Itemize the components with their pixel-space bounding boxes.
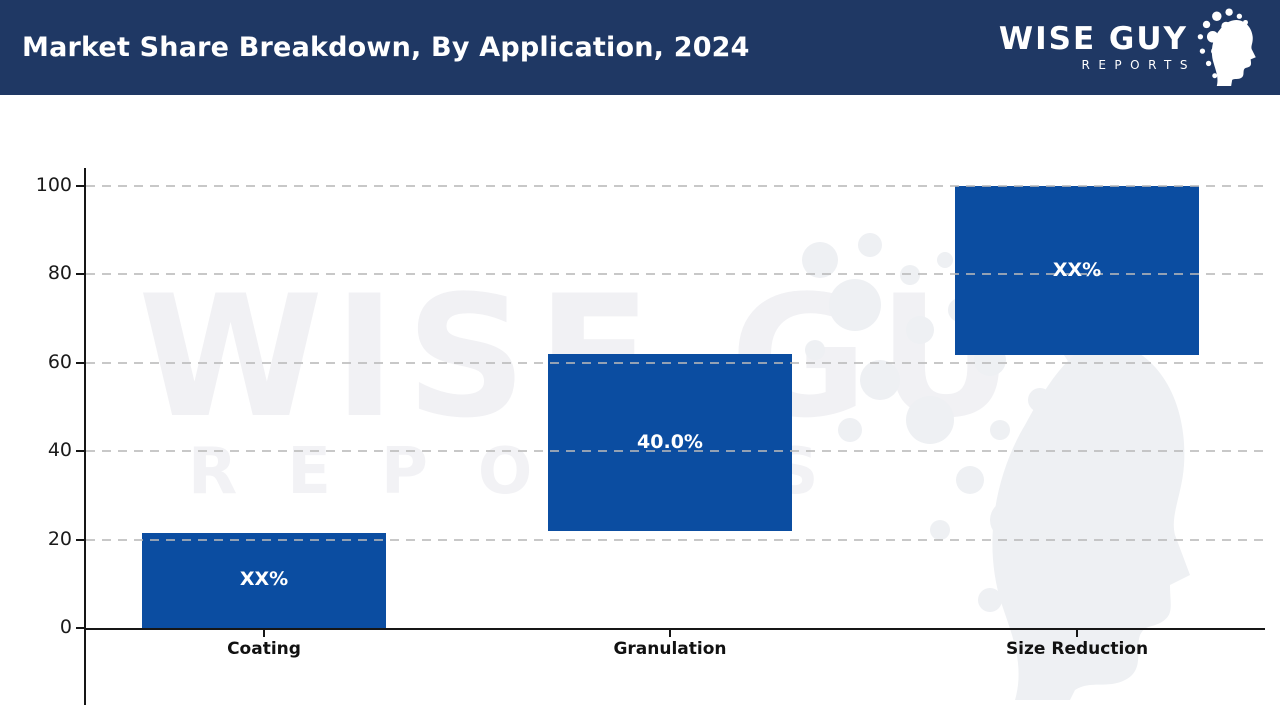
x-axis-label-size-reduction: Size Reduction [1005,639,1149,659]
gridline-80 [86,273,1263,276]
bar-size-reduction [955,186,1199,356]
logo-text: WISE GUY REPORTS [999,23,1188,72]
x-axis-label-granulation: Granulation [613,639,727,659]
y-tick-mark [76,627,84,629]
gridline-40 [86,450,1263,453]
gridline-100 [86,185,1263,187]
wise-guy-reports-logo: WISE GUY REPORTS [999,6,1258,90]
logo-wordmark: WISE GUY [998,21,1188,58]
y-tick-mark [76,538,84,541]
y-tick-label: 0 [59,616,72,638]
x-tick-mark [669,630,671,637]
bar-coating [142,532,386,628]
gridline-60 [86,361,1263,364]
y-tick-label: 60 [47,350,72,373]
y-tick-mark [76,450,84,453]
gridline-20 [86,538,1263,541]
chart-area: WISE GUY REPORTS 0 20 4 [0,95,1280,720]
bar-granulation [548,354,792,532]
x-tick-mark [263,630,265,637]
logo-face-icon [1192,6,1258,90]
bar-value-label: XX% [1052,258,1102,281]
bar-value-label: 40.0% [637,430,703,453]
y-tick-label: 100 [35,174,72,196]
x-tick-mark [1076,630,1078,637]
y-tick-label: 80 [47,262,72,285]
y-tick-mark [76,185,84,187]
y-tick-mark [76,361,84,364]
y-tick-label: 40 [47,439,72,462]
y-axis-line [84,168,86,705]
logo-subtitle: REPORTS [1081,57,1196,72]
page-title: Market Share Breakdown, By Application, … [22,32,750,63]
x-axis-label-coating: Coating [227,639,301,659]
header-bar: Market Share Breakdown, By Application, … [0,0,1280,95]
y-tick-mark [76,273,84,276]
x-axis-line [84,628,1265,630]
y-tick-label: 20 [47,527,72,550]
bar-value-label: XX% [239,568,289,591]
